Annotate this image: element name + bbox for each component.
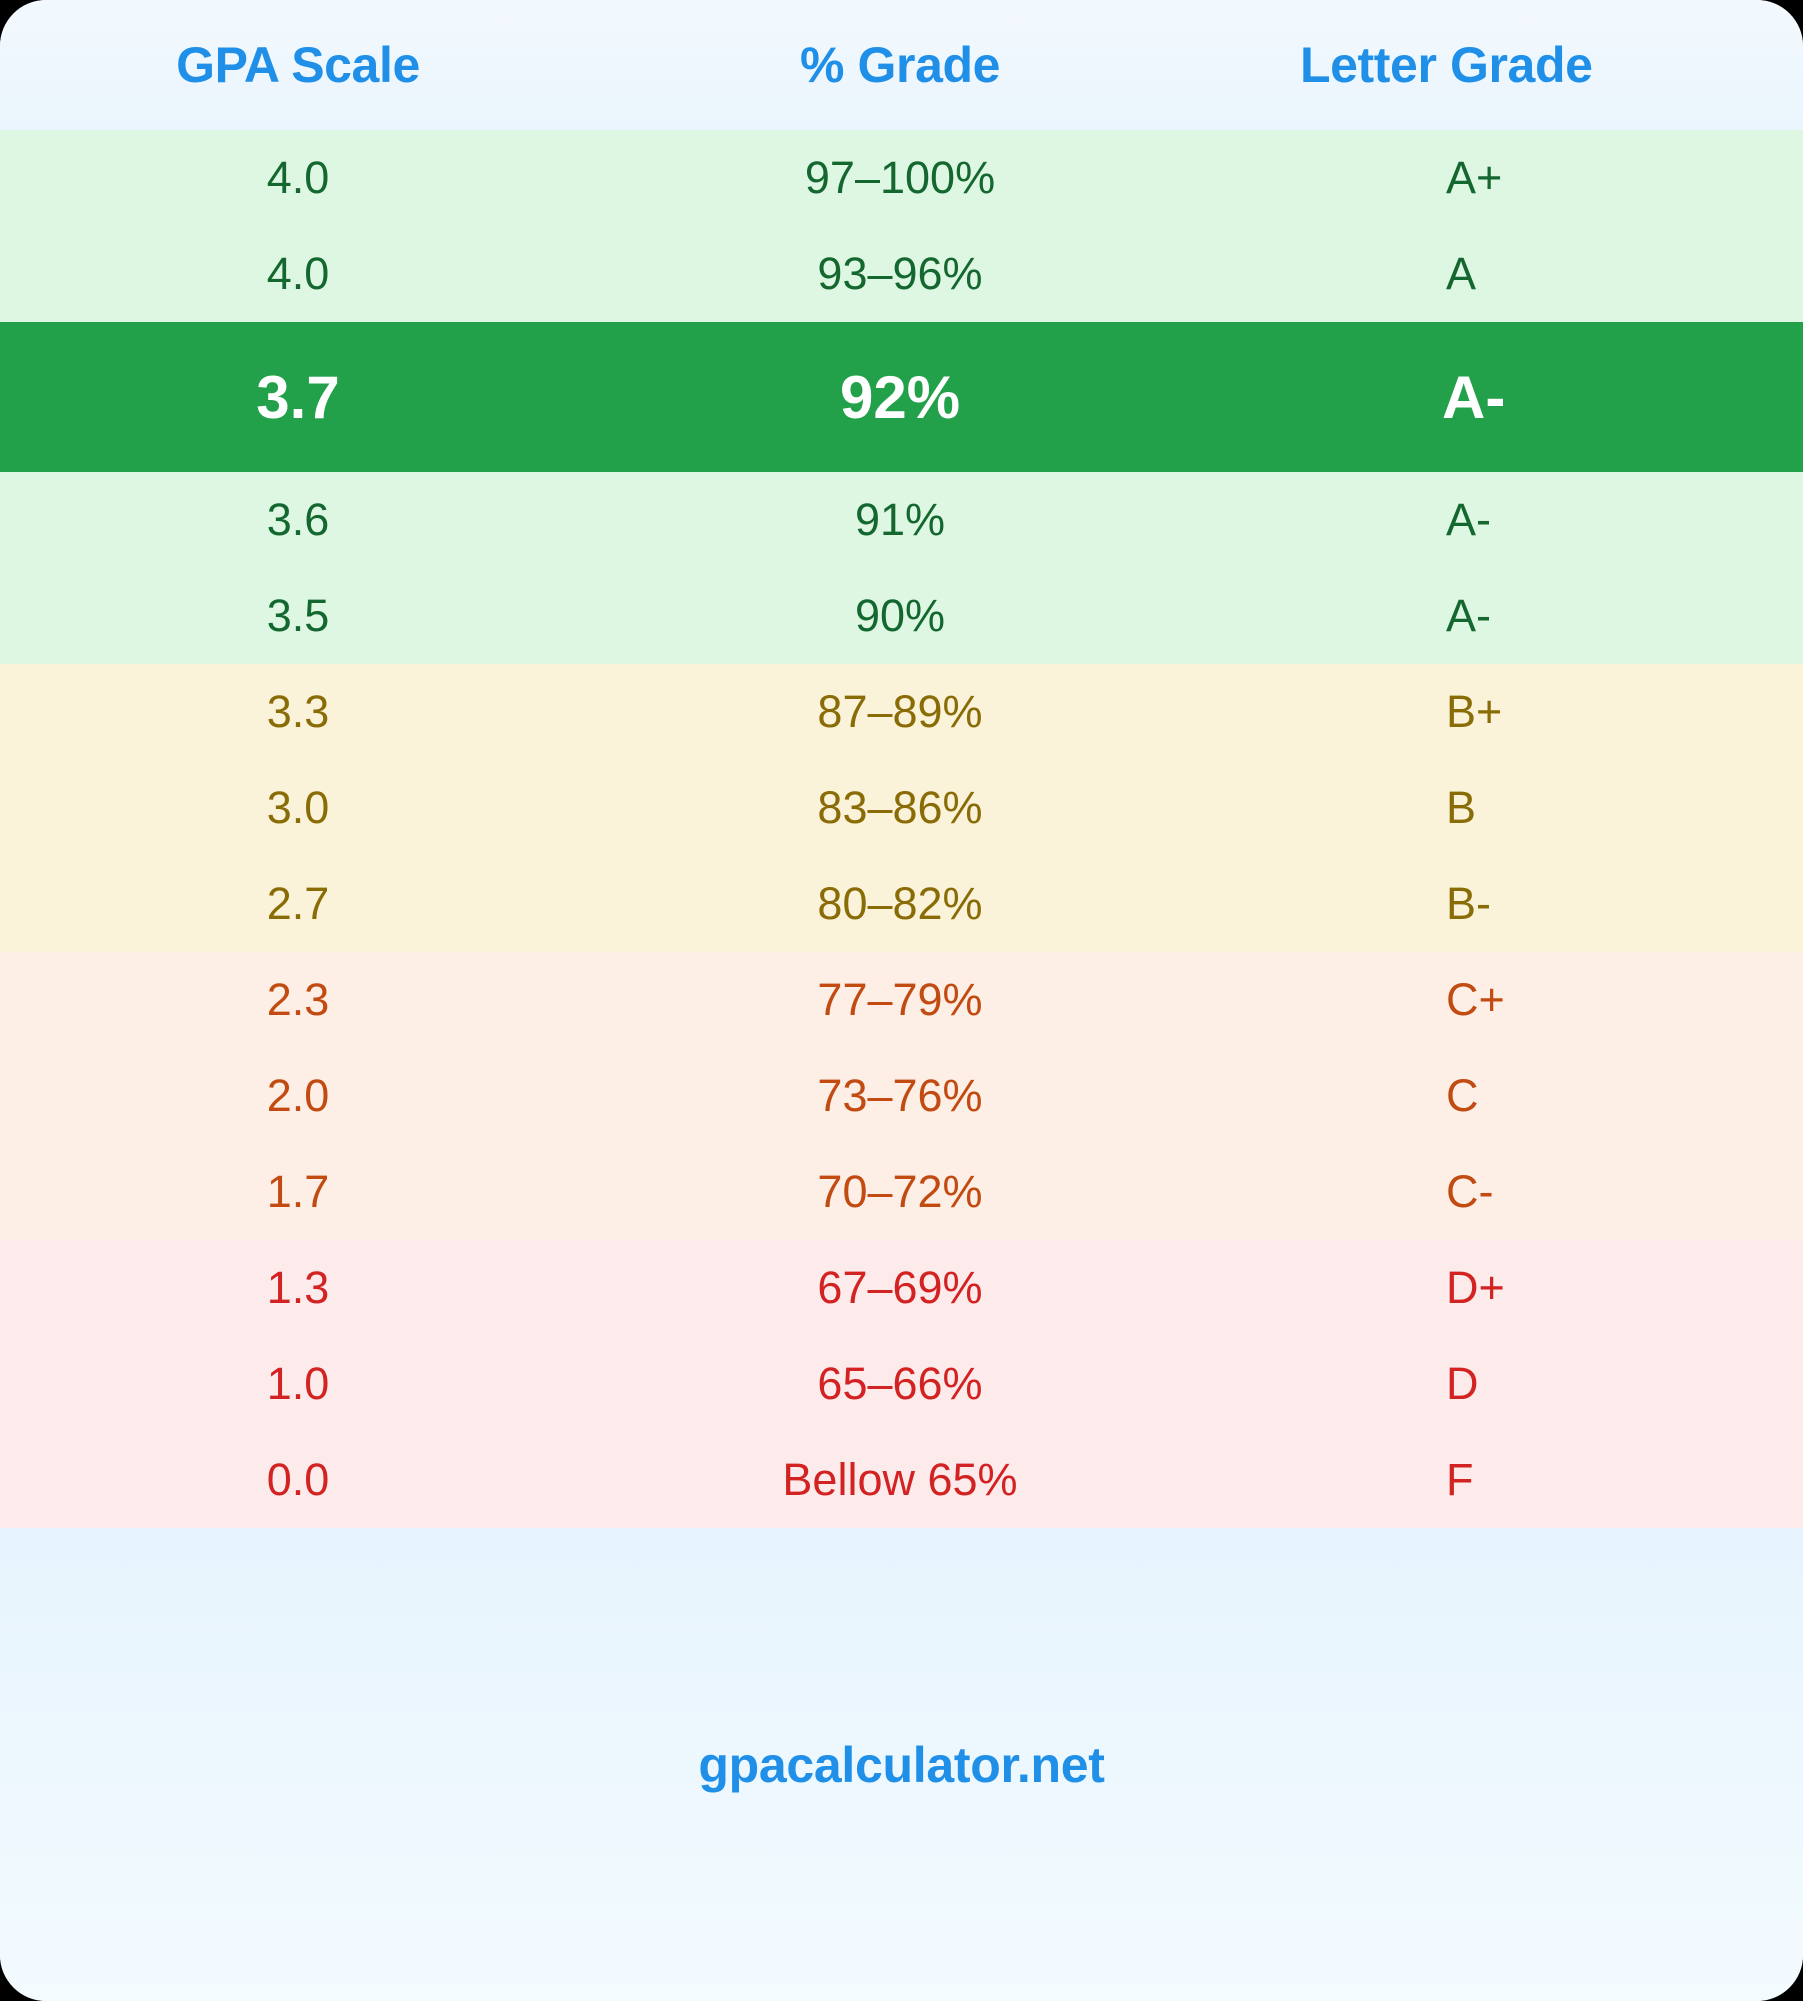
cell-gpa: 3.0 xyxy=(266,782,330,833)
table-row[interactable]: 1.0 65–66% D xyxy=(0,1336,1803,1432)
card-footer: gpacalculator.net xyxy=(0,1528,1803,2001)
cell-percent: 97–100% xyxy=(804,152,996,203)
cell-gpa: 3.7 xyxy=(256,363,340,431)
column-header-gpa-scale: GPA Scale xyxy=(176,37,420,93)
cell-percent: 80–82% xyxy=(817,878,983,929)
column-header-percent-grade: % Grade xyxy=(799,37,1001,93)
cell-letter: F xyxy=(1446,1454,1474,1505)
cell-percent: 91% xyxy=(854,494,946,545)
cell-letter: A xyxy=(1446,248,1477,299)
table-row[interactable]: 0.0 Bellow 65% F xyxy=(0,1432,1803,1528)
table-row[interactable]: 1.7 70–72% C- xyxy=(0,1144,1803,1240)
table-row[interactable]: 3.0 83–86% B xyxy=(0,760,1803,856)
cell-gpa: 1.7 xyxy=(266,1166,330,1217)
cell-percent: 73–76% xyxy=(817,1070,983,1121)
table-row[interactable]: 2.7 80–82% B- xyxy=(0,856,1803,952)
cell-letter: D xyxy=(1446,1358,1479,1409)
cell-gpa: 4.0 xyxy=(266,248,330,299)
cell-letter: A- xyxy=(1446,494,1491,545)
cell-letter: C- xyxy=(1446,1166,1494,1217)
cell-percent: Bellow 65% xyxy=(782,1454,1018,1505)
table-row[interactable]: 2.0 73–76% C xyxy=(0,1048,1803,1144)
cell-gpa: 2.0 xyxy=(266,1070,330,1121)
table-row[interactable]: 2.3 77–79% C+ xyxy=(0,952,1803,1048)
cell-letter: C+ xyxy=(1446,974,1505,1025)
grade-group-b-range: 3.3 87–89% B+ 3.0 83–86% B 2.7 80–82% B- xyxy=(0,664,1803,952)
cell-percent: 67–69% xyxy=(817,1262,983,1313)
cell-letter: D+ xyxy=(1446,1262,1505,1313)
cell-percent: 90% xyxy=(854,590,946,641)
grade-group-c-range: 2.3 77–79% C+ 2.0 73–76% C 1.7 70–72% C- xyxy=(0,952,1803,1240)
cell-gpa: 3.5 xyxy=(266,590,330,641)
cell-letter: B+ xyxy=(1446,686,1503,737)
grade-group-d-range: 1.3 67–69% D+ 1.0 65–66% D 0.0 Bellow 65% F xyxy=(0,1240,1803,1528)
cell-letter: B xyxy=(1446,782,1477,833)
cell-percent: 87–89% xyxy=(817,686,983,737)
cell-percent: 92% xyxy=(839,363,961,431)
table-row[interactable]: 3.3 87–89% B+ xyxy=(0,664,1803,760)
cell-percent: 70–72% xyxy=(817,1166,983,1217)
table-row[interactable]: 4.0 93–96% A xyxy=(0,226,1803,322)
cell-percent: 93–96% xyxy=(817,248,983,299)
cell-gpa: 3.3 xyxy=(266,686,330,737)
cell-letter: A+ xyxy=(1446,152,1503,203)
table-row[interactable]: 3.5 90% A- xyxy=(0,568,1803,664)
cell-percent: 77–79% xyxy=(817,974,983,1025)
grade-group-a-range: 4.0 97–100% A+ 4.0 93–96% A 3.7 92% A- 3.6 91% A- 3.… xyxy=(0,130,1803,664)
table-body: 4.0 97–100% A+ 4.0 93–96% A 3.7 92% A- 3.6 91% A- 3.… xyxy=(0,130,1803,1528)
cell-percent: 65–66% xyxy=(817,1358,983,1409)
table-row[interactable]: 3.6 91% A- xyxy=(0,472,1803,568)
cell-percent: 83–86% xyxy=(817,782,983,833)
cell-letter: A- xyxy=(1446,590,1491,641)
table-row[interactable]: 1.3 67–69% D+ xyxy=(0,1240,1803,1336)
cell-gpa: 4.0 xyxy=(266,152,330,203)
cell-letter: B- xyxy=(1446,878,1491,929)
cell-gpa: 0.0 xyxy=(266,1454,330,1505)
table-row[interactable]: 4.0 97–100% A+ xyxy=(0,130,1803,226)
cell-gpa: 2.3 xyxy=(266,974,330,1025)
cell-gpa: 1.0 xyxy=(266,1358,330,1409)
brand-link[interactable]: gpacalculator.net xyxy=(698,1736,1105,1793)
cell-letter: C xyxy=(1446,1070,1479,1121)
cell-letter: A- xyxy=(1442,363,1506,431)
table-row-selected[interactable]: 3.7 92% A- xyxy=(0,322,1803,472)
cell-gpa: 2.7 xyxy=(266,878,330,929)
table-header: GPA Scale % Grade Letter Grade xyxy=(0,0,1803,130)
column-header-letter-grade: Letter Grade xyxy=(1300,37,1593,93)
cell-gpa: 3.6 xyxy=(266,494,330,545)
cell-gpa: 1.3 xyxy=(266,1262,330,1313)
